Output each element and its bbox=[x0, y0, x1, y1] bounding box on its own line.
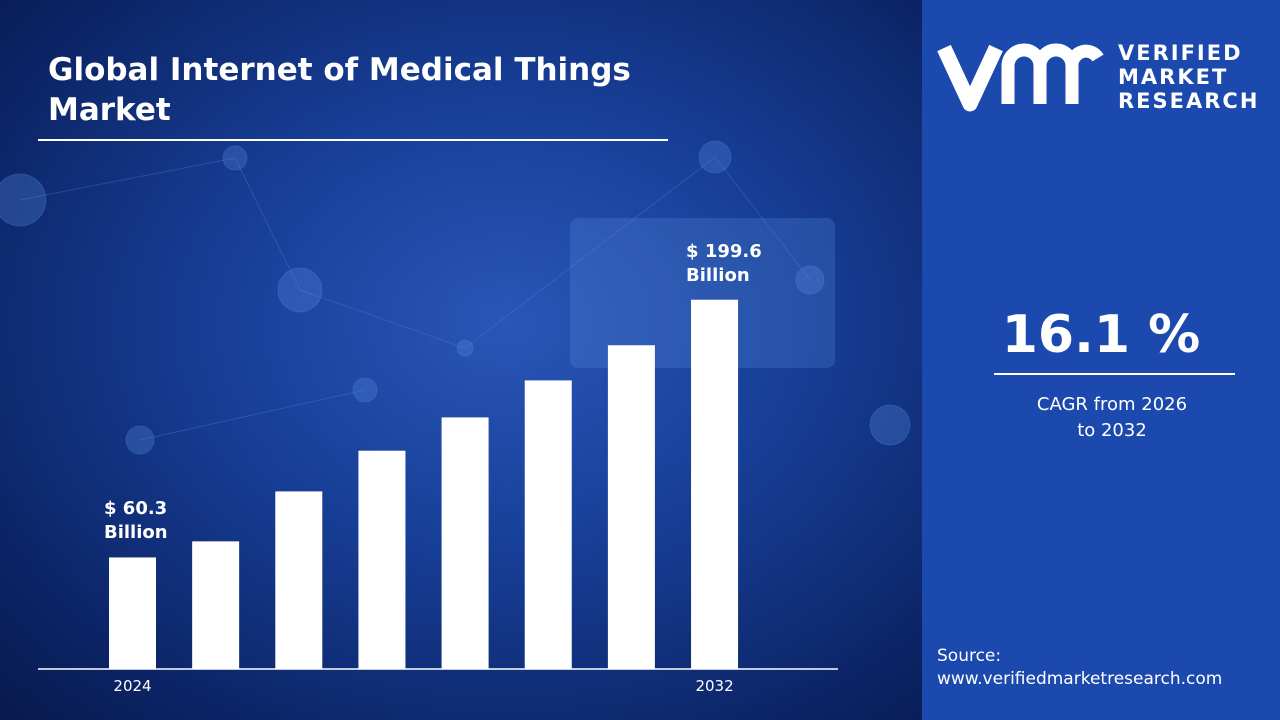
source-label: Source: bbox=[937, 646, 1002, 666]
cagr-caption: CAGR from 2026 to 2032 bbox=[1036, 394, 1188, 441]
bar bbox=[607, 345, 655, 669]
value-label: $ 199.6 Billion bbox=[686, 240, 762, 286]
chart-panel: Global Internet of Medical Things Market… bbox=[0, 0, 922, 720]
brand-line: RESEARCH bbox=[1118, 89, 1260, 113]
info-panel: VERIFIED MARKET RESEARCH 16.1 % CAGR fro… bbox=[922, 0, 1280, 720]
source-url: www.verifiedmarketresearch.com bbox=[937, 669, 1223, 689]
x-tick-label: 2032 bbox=[695, 677, 734, 695]
brand-line: VERIFIED bbox=[1118, 41, 1243, 65]
bar bbox=[358, 450, 406, 669]
plot bbox=[0, 0, 922, 720]
bar bbox=[109, 557, 156, 669]
background-network bbox=[0, 140, 911, 455]
cagr-value: 16.1 % bbox=[1001, 305, 1201, 365]
x-tick-label: 2024 bbox=[113, 677, 152, 695]
bar bbox=[275, 491, 323, 669]
cagr-rule bbox=[994, 373, 1235, 375]
brand-line: MARKET bbox=[1118, 65, 1229, 89]
value-label: $ 60.3 Billion bbox=[104, 498, 168, 544]
logo-mark bbox=[937, 43, 1104, 112]
device-shape bbox=[570, 218, 835, 368]
bar bbox=[524, 380, 572, 669]
chart-title: Global Internet of Medical Things Market bbox=[48, 52, 631, 128]
title-rule bbox=[38, 139, 668, 141]
bar bbox=[192, 541, 240, 669]
bar bbox=[691, 299, 739, 669]
bar bbox=[441, 417, 489, 669]
